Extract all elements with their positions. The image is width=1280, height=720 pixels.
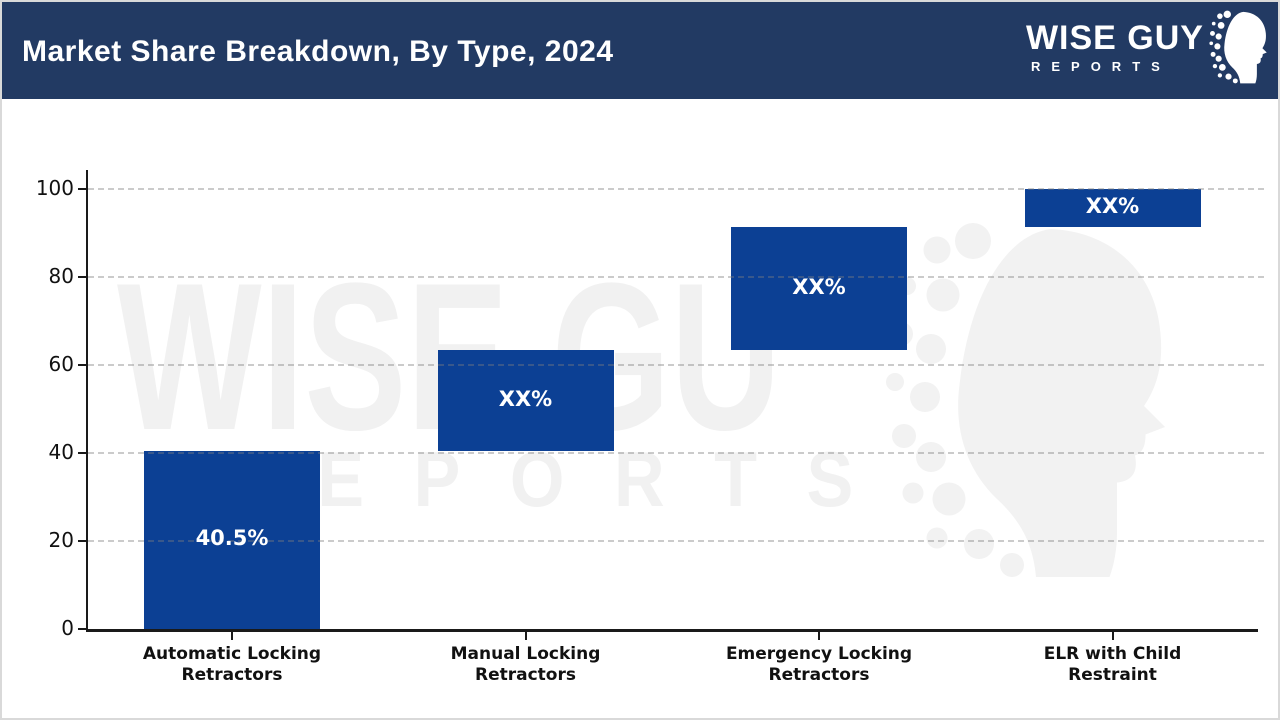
y-tick-mark-40	[78, 452, 86, 454]
bar-value-label-3: XX%	[792, 274, 846, 299]
bar-segment-4	[1024, 189, 1201, 227]
x-axis-line	[86, 629, 1258, 632]
gridline-80	[88, 276, 1264, 278]
logo-wordmark-line2: REPORTS	[1030, 59, 1171, 75]
gridline-40	[88, 452, 1264, 454]
bar-segment-3	[731, 226, 907, 351]
logo-wordmark-line1: WISE GUY	[1025, 18, 1204, 57]
bar-segment-2	[437, 350, 614, 451]
bar-segment-1	[144, 450, 320, 629]
y-tick-label-80: 80	[48, 264, 74, 288]
y-tick-mark-100	[78, 188, 86, 190]
y-tick-mark-60	[78, 364, 86, 366]
y-tick-mark-80	[78, 276, 86, 278]
gridline-100	[88, 188, 1264, 190]
logo-face-icon	[1209, 10, 1267, 84]
y-tick-mark-0	[78, 628, 86, 630]
y-tick-label-40: 40	[48, 440, 74, 464]
x-tick-mark-1	[231, 632, 233, 640]
bar-value-label-1: 40.5%	[195, 525, 269, 550]
bar-value-label-2: XX%	[498, 386, 553, 411]
wiseguy-logo: WISE GUY REPORTS	[1026, 10, 1270, 84]
y-tick-label-0: 0	[61, 616, 74, 640]
x-tick-mark-3	[818, 632, 820, 640]
y-tick-label-60: 60	[48, 352, 74, 376]
header-banner: Market Share Breakdown, By Type, 2024 WI…	[2, 2, 1278, 99]
bar-value-label-4: XX%	[1085, 193, 1140, 218]
y-axis-line	[86, 170, 88, 632]
page-title: Market Share Breakdown, By Type, 2024	[22, 35, 614, 68]
gridline-60	[88, 364, 1264, 366]
y-tick-label-100: 100	[35, 176, 74, 200]
x-tick-mark-4	[1111, 632, 1114, 640]
y-tick-mark-20	[78, 540, 86, 542]
x-tick-mark-2	[524, 632, 527, 640]
x-category-label-1: Automatic Locking Retractors	[142, 644, 322, 685]
y-tick-label-20: 20	[48, 528, 74, 552]
x-category-label-3: Emergency Locking Retractors	[725, 644, 913, 685]
gridline-20	[88, 540, 1264, 542]
x-category-label-4: ELR with Child Restraint	[1043, 644, 1182, 685]
x-category-label-2: Manual Locking Retractors	[450, 644, 601, 685]
logo-wordmark: WISE GUY REPORTS	[1025, 18, 1204, 75]
